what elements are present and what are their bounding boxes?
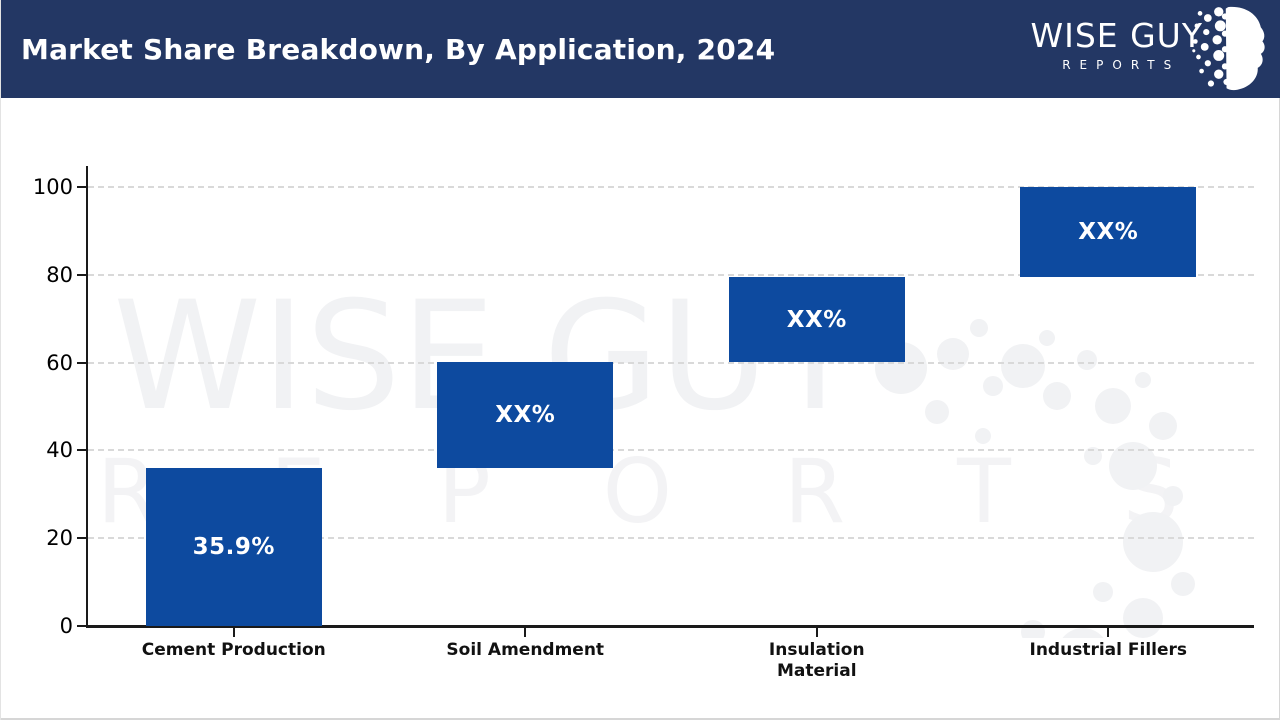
header: Market Share Breakdown, By Application, … bbox=[1, 0, 1280, 98]
logo-face-icon bbox=[1192, 6, 1265, 91]
x-tick-label: Cement Production bbox=[141, 640, 326, 660]
y-tick-mark bbox=[77, 625, 87, 627]
y-gridline bbox=[88, 186, 1254, 188]
bar-value-label: XX% bbox=[1078, 218, 1139, 245]
y-tick-label: 20 bbox=[46, 526, 73, 551]
x-tick-label: Insulation Material bbox=[768, 640, 865, 681]
y-gridline bbox=[88, 537, 1254, 540]
x-tick-label: Industrial Fillers bbox=[1029, 640, 1188, 660]
y-axis-line bbox=[86, 166, 88, 626]
y-tick-label: 60 bbox=[46, 350, 73, 375]
y-tick-mark bbox=[77, 449, 87, 452]
page-title: Market Share Breakdown, By Application, … bbox=[21, 32, 776, 66]
logo-text: WISE GUY REPORTS bbox=[1030, 18, 1203, 74]
logo-wordmark: WISE GUY bbox=[1030, 16, 1203, 55]
bar-value-label: 35.9% bbox=[192, 534, 275, 561]
x-tick-mark bbox=[232, 628, 235, 637]
y-tick-label: 0 bbox=[59, 614, 73, 638]
y-tick-mark bbox=[77, 186, 87, 188]
bar-cement-production bbox=[145, 468, 322, 626]
y-tick-mark bbox=[77, 273, 87, 276]
y-gridline bbox=[88, 361, 1254, 364]
bar-industrial-fillers bbox=[1020, 187, 1197, 277]
bar-soil-amendment bbox=[437, 362, 614, 469]
x-axis-line bbox=[86, 625, 1254, 628]
bar-value-label: XX% bbox=[495, 402, 556, 429]
y-gridline bbox=[88, 273, 1254, 276]
y-tick-label: 100 bbox=[32, 175, 73, 199]
y-tick-label: 80 bbox=[46, 262, 73, 287]
x-tick-mark bbox=[815, 628, 818, 637]
x-tick-mark bbox=[1107, 628, 1110, 637]
y-tick-mark bbox=[77, 361, 87, 364]
bar-value-label: XX% bbox=[786, 306, 847, 333]
x-tick-label: Soil Amendment bbox=[446, 640, 605, 660]
bar-insulation-material bbox=[728, 276, 905, 363]
logo-subtitle: REPORTS bbox=[1062, 58, 1181, 72]
x-tick-mark bbox=[524, 628, 527, 637]
bottom-border bbox=[1, 718, 1280, 720]
y-tick-label: 40 bbox=[46, 438, 73, 463]
y-gridline bbox=[88, 449, 1254, 452]
wiseguy-logo: WISE GUY REPORTS bbox=[1030, 4, 1271, 96]
y-tick-mark bbox=[77, 537, 87, 540]
